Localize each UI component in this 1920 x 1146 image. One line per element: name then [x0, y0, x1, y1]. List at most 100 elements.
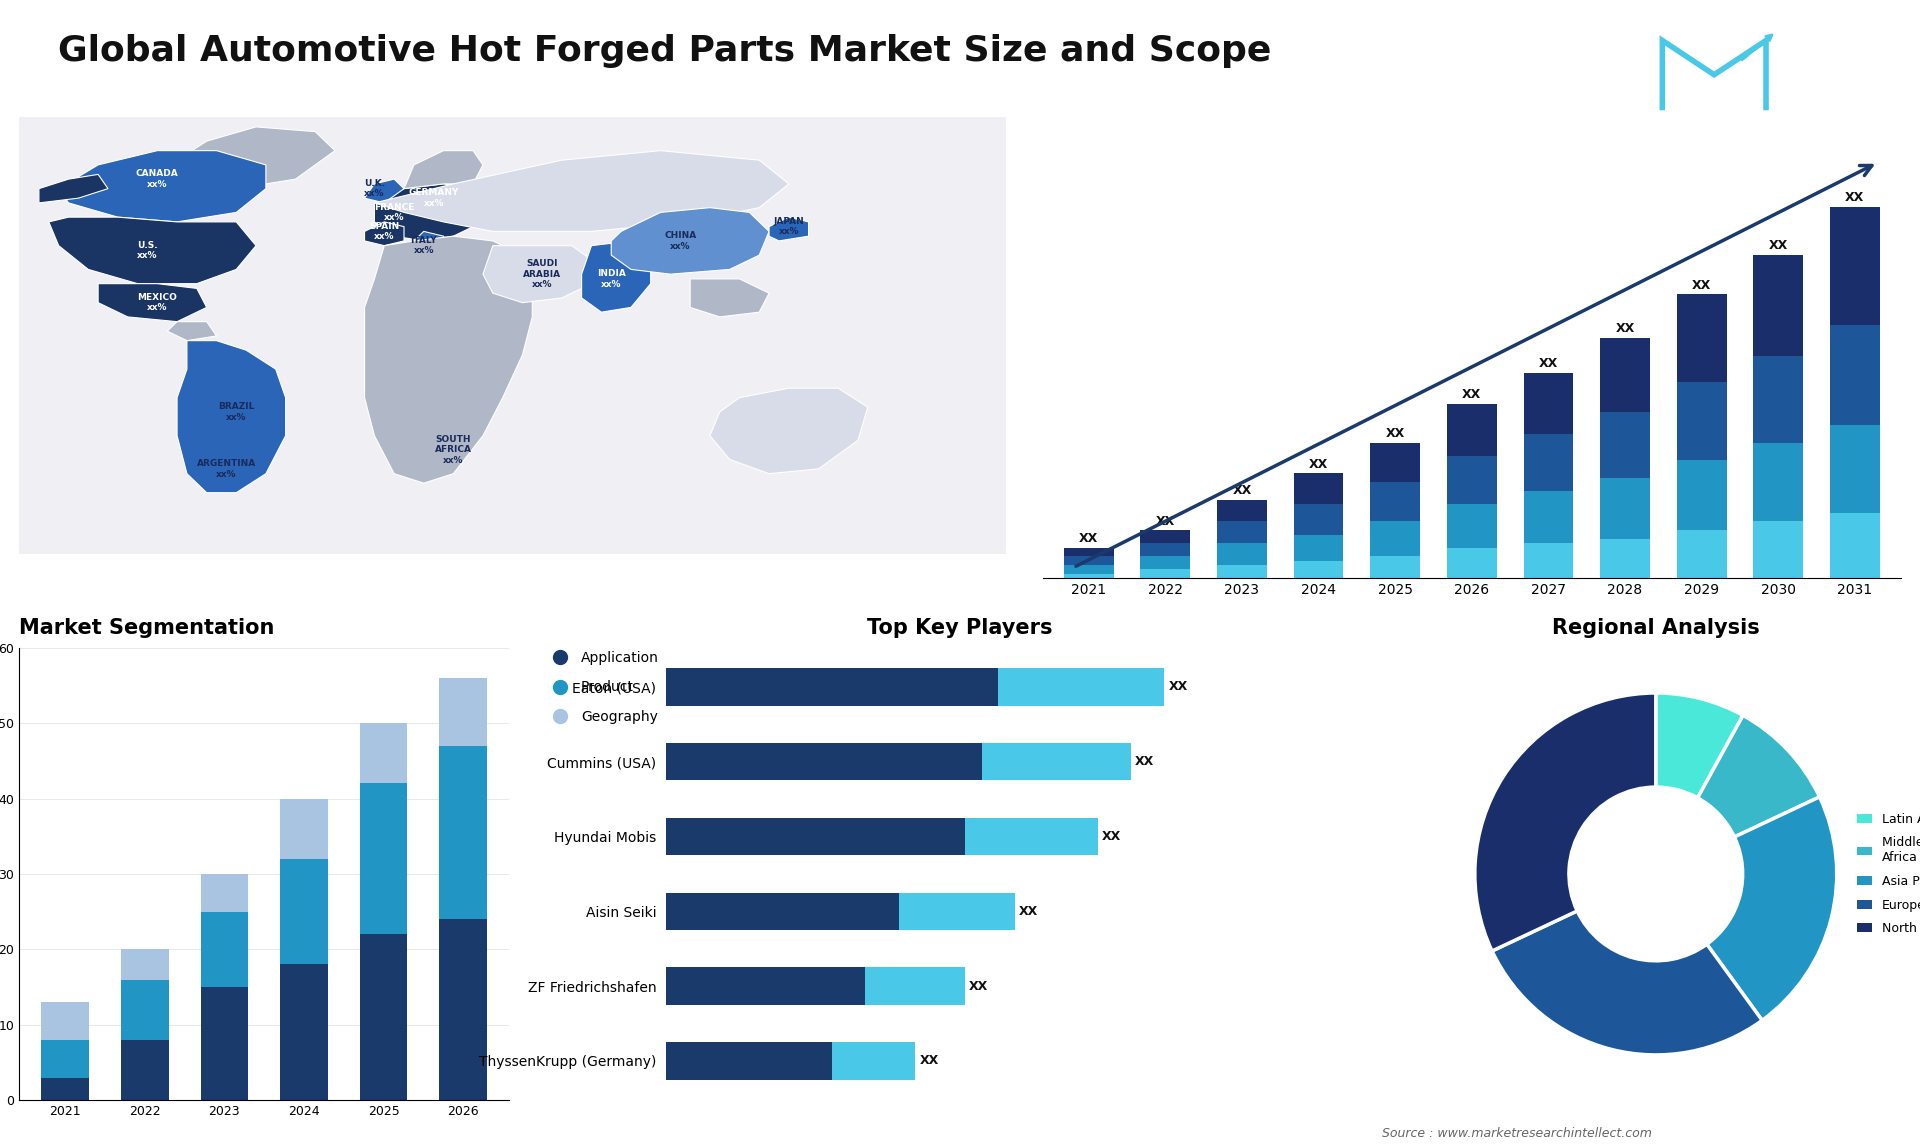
Bar	[1830, 425, 1880, 512]
Wedge shape	[1475, 693, 1655, 951]
Bar	[280, 858, 328, 965]
Legend: Application, Product, Geography: Application, Product, Geography	[541, 645, 664, 729]
Text: XX: XX	[920, 1054, 939, 1067]
Text: Global Automotive Hot Forged Parts Market Size and Scope: Global Automotive Hot Forged Parts Marke…	[58, 34, 1271, 69]
Bar	[42, 1039, 88, 1077]
Bar	[1294, 560, 1344, 579]
Bar	[280, 965, 328, 1100]
Bar	[1371, 556, 1421, 579]
Text: XX: XX	[1463, 387, 1482, 401]
Bar	[1140, 531, 1190, 543]
Bar	[359, 784, 407, 934]
Polygon shape	[403, 150, 484, 189]
Bar	[1140, 543, 1190, 556]
Bar	[1599, 413, 1649, 478]
Polygon shape	[689, 278, 770, 317]
Bar	[1217, 500, 1267, 521]
Bar	[1064, 556, 1114, 565]
Bar	[1676, 531, 1726, 579]
Bar	[1448, 548, 1498, 579]
Bar	[1523, 490, 1572, 543]
Text: XX: XX	[1615, 322, 1634, 336]
Text: U.S.
xx%: U.S. xx%	[136, 241, 157, 260]
Text: SOUTH
AFRICA
xx%: SOUTH AFRICA xx%	[434, 435, 472, 465]
Legend: Latin America, Middle East &
Africa, Asia Pacific, Europe, North America: Latin America, Middle East & Africa, Asi…	[1853, 808, 1920, 940]
Bar	[1830, 512, 1880, 579]
Bar	[1676, 461, 1726, 531]
Bar	[1064, 548, 1114, 556]
Bar	[1523, 434, 1572, 490]
Bar	[899, 893, 1016, 931]
Bar	[1830, 325, 1880, 425]
Bar	[359, 723, 407, 784]
Bar	[1599, 539, 1649, 579]
Polygon shape	[710, 388, 868, 473]
Polygon shape	[374, 150, 789, 231]
Polygon shape	[365, 179, 403, 203]
Text: FRANCE
xx%: FRANCE xx%	[374, 203, 415, 222]
Bar	[666, 818, 966, 855]
Bar	[200, 987, 248, 1100]
Circle shape	[1569, 787, 1743, 960]
Bar	[121, 1039, 169, 1100]
Bar	[1753, 355, 1803, 442]
Polygon shape	[98, 284, 207, 322]
Polygon shape	[365, 236, 532, 484]
Polygon shape	[611, 207, 770, 274]
Bar	[1448, 403, 1498, 456]
Polygon shape	[177, 340, 286, 493]
Bar	[280, 799, 328, 858]
Bar	[1064, 574, 1114, 579]
Bar	[1371, 482, 1421, 521]
Bar	[831, 1042, 916, 1080]
Bar	[42, 1077, 88, 1100]
Text: XX: XX	[970, 980, 989, 992]
Text: SAUDI
ARABIA
xx%: SAUDI ARABIA xx%	[522, 259, 561, 289]
Polygon shape	[770, 217, 808, 241]
Bar	[121, 980, 169, 1039]
Polygon shape	[60, 150, 265, 222]
Bar	[866, 967, 966, 1005]
Bar	[440, 746, 488, 919]
Bar	[1599, 338, 1649, 413]
Text: XX: XX	[1135, 755, 1154, 768]
Polygon shape	[38, 174, 108, 203]
Bar	[1140, 570, 1190, 579]
Text: Source : www.marketresearchintellect.com: Source : www.marketresearchintellect.com	[1382, 1128, 1653, 1140]
Text: XX: XX	[1845, 191, 1864, 204]
Bar	[1523, 372, 1572, 434]
Text: Market Segmentation: Market Segmentation	[19, 618, 275, 638]
Text: CANADA
xx%: CANADA xx%	[136, 170, 179, 189]
Text: GERMANY
xx%: GERMANY xx%	[409, 188, 459, 207]
Bar	[1830, 207, 1880, 325]
Bar	[1599, 478, 1649, 539]
Text: XX: XX	[1169, 681, 1188, 693]
Wedge shape	[1492, 911, 1763, 1055]
Bar	[1523, 543, 1572, 579]
Bar	[666, 668, 998, 706]
Bar	[1753, 442, 1803, 521]
Bar	[1217, 543, 1267, 565]
Text: RESEARCH: RESEARCH	[1791, 70, 1855, 80]
Polygon shape	[484, 245, 591, 303]
Polygon shape	[415, 231, 453, 260]
Bar	[1294, 534, 1344, 560]
Polygon shape	[582, 241, 651, 312]
Wedge shape	[1697, 715, 1820, 837]
Bar	[440, 919, 488, 1100]
Bar	[200, 874, 248, 912]
Text: INTELLECT: INTELLECT	[1791, 96, 1855, 107]
Text: XX: XX	[1768, 240, 1788, 252]
Bar	[1676, 295, 1726, 382]
Text: SPAIN
xx%: SPAIN xx%	[369, 221, 399, 241]
Bar	[666, 893, 899, 931]
Bar	[1064, 565, 1114, 574]
Bar	[998, 668, 1164, 706]
Polygon shape	[374, 183, 493, 241]
Text: XX: XX	[1386, 427, 1405, 440]
Text: JAPAN
xx%: JAPAN xx%	[774, 217, 804, 236]
Bar	[200, 912, 248, 987]
Text: XX: XX	[1309, 457, 1329, 471]
Text: ARGENTINA
xx%: ARGENTINA xx%	[196, 460, 255, 479]
Bar	[1753, 256, 1803, 355]
